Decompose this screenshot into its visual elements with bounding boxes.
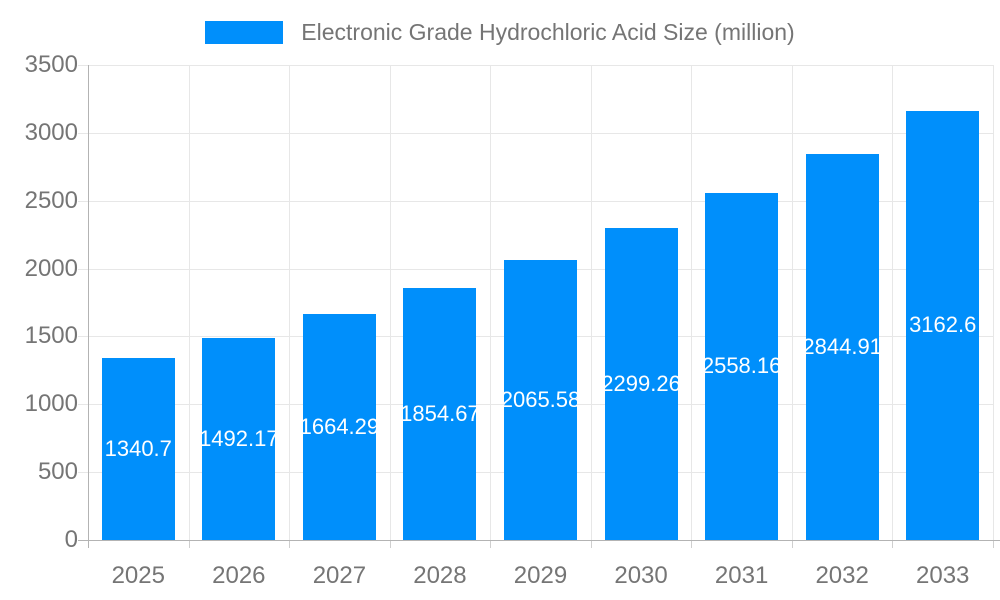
bar-value-label: 1492.17 [202,425,276,451]
x-axis-tick-label: 2031 [714,562,769,589]
x-axis-tick [490,540,492,548]
bar[interactable]: 2558.16 [705,192,779,540]
bar[interactable]: 3162.6 [906,110,980,540]
y-axis-tick-label: 3000 [24,118,78,146]
y-axis-tick [78,268,88,270]
gridline-vertical [791,65,793,540]
gridline-horizontal [88,65,993,66]
x-axis-tick-label: 2032 [815,562,869,589]
x-axis-tick [791,540,793,548]
x-axis-tick [188,540,190,548]
y-axis-tick-label: 500 [37,458,78,486]
gridline-vertical [993,65,994,540]
x-axis-tick [691,540,693,548]
gridline-vertical [289,65,291,540]
y-axis-tick-label: 1500 [24,322,78,350]
y-axis-tick-label: 0 [64,526,78,553]
bar[interactable]: 1492.17 [202,337,276,540]
bar-value-label: 1854.67 [403,401,477,427]
x-axis-tick-label: 2033 [916,562,970,589]
bar[interactable]: 1664.29 [302,314,376,540]
gridline-vertical [590,65,592,540]
gridline-vertical [188,65,190,540]
x-axis-tick [389,540,391,548]
bar-value-label: 3162.6 [909,312,977,338]
y-axis-tick-label: 2000 [24,254,78,282]
bar[interactable]: 2844.91 [805,153,879,540]
gridline-vertical [892,65,894,540]
x-axis-tick-label: 2029 [513,562,568,589]
plot-area: 1340.7 1492.17 1664.29 1854.67 2065.58 2299.2… [88,65,994,540]
y-axis-tick-label: 1000 [24,390,78,418]
gridline-horizontal [88,200,993,202]
bar-value-label: 1664.29 [302,414,376,440]
gridline-vertical [389,65,391,540]
y-axis-tick [78,132,88,134]
bar-value-label: 2558.16 [705,353,779,379]
gridline-vertical [490,65,492,540]
bar[interactable]: 1854.67 [403,288,477,540]
x-axis-tick-label: 2030 [614,562,668,589]
bar-value-label: 1340.7 [104,436,172,462]
y-axis-tick [78,336,88,338]
y-axis-tick [78,404,88,406]
x-axis-tick-label: 2027 [312,562,367,589]
x-axis-tick-label: 2028 [413,562,467,589]
bar-value-label: 2299.26 [604,370,678,396]
x-axis-line [78,540,1000,541]
bar[interactable]: 2065.58 [504,259,577,540]
bar-value-label: 2844.91 [805,333,879,359]
gridline-horizontal [88,132,993,134]
bar[interactable]: 1340.7 [101,358,175,540]
legend: Electronic Grade Hydrochloric Acid Size … [0,19,1000,47]
bar-value-label: 2065.58 [504,386,577,412]
x-axis-tick [289,540,291,548]
bar[interactable]: 2299.26 [604,227,678,540]
legend-swatch[interactable] [205,21,284,45]
y-axis-tick [78,200,88,202]
y-axis-tick-label: 3500 [24,51,78,78]
legend-label[interactable]: Electronic Grade Hydrochloric Acid Size … [301,19,795,45]
x-axis-tick [892,540,894,548]
y-axis-tick [78,472,88,474]
y-axis-tick [78,65,88,66]
x-axis-tick-label: 2026 [212,562,266,589]
x-axis-tick [590,540,592,548]
gridline-vertical [691,65,693,540]
y-axis-line [88,65,89,548]
y-axis-tick-label: 2500 [24,186,78,214]
x-axis-tick [993,540,994,548]
x-axis-tick-label: 2025 [111,562,165,589]
